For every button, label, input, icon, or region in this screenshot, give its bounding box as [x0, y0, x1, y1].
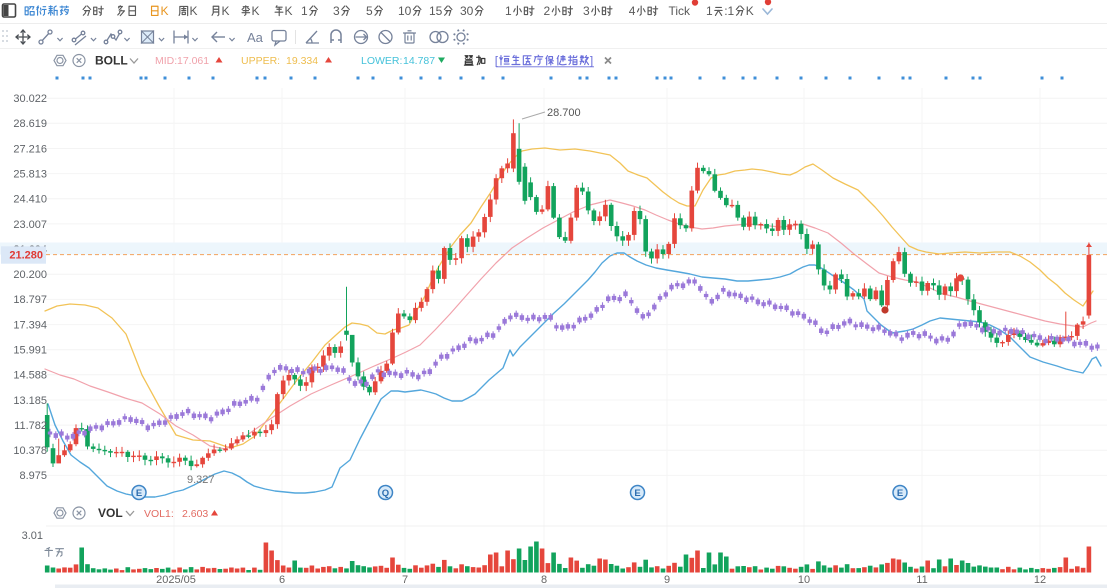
- svg-text:K: K: [252, 4, 260, 18]
- svg-text:6: 6: [279, 574, 285, 586]
- svg-text:2: 2: [544, 4, 551, 18]
- svg-text:3: 3: [333, 4, 340, 18]
- svg-text:K: K: [222, 4, 230, 18]
- svg-text:7: 7: [402, 574, 408, 586]
- svg-text:8.975: 8.975: [19, 470, 47, 482]
- svg-text:2.603: 2.603: [182, 508, 208, 520]
- svg-text:28.619: 28.619: [13, 118, 47, 130]
- svg-text:K: K: [746, 4, 754, 18]
- svg-text:15: 15: [429, 4, 443, 18]
- svg-text:10: 10: [398, 4, 412, 18]
- svg-text:17.394: 17.394: [13, 319, 47, 331]
- svg-text:1: 1: [301, 4, 308, 18]
- svg-text:[: [: [495, 54, 499, 68]
- svg-text:24.410: 24.410: [13, 194, 47, 206]
- svg-text:19.334: 19.334: [286, 55, 318, 67]
- svg-text:Q: Q: [382, 488, 389, 499]
- svg-text:28.700: 28.700: [547, 107, 581, 119]
- svg-text:Aa: Aa: [247, 30, 264, 45]
- svg-text:27.216: 27.216: [13, 143, 47, 155]
- svg-text:12: 12: [1034, 574, 1046, 586]
- svg-text:25.813: 25.813: [13, 168, 47, 180]
- svg-text:2025/05: 2025/05: [156, 574, 196, 586]
- svg-text:K: K: [190, 4, 198, 18]
- svg-text:VOL1:: VOL1:: [144, 508, 174, 520]
- svg-text:14.588: 14.588: [13, 370, 47, 382]
- svg-text:10: 10: [798, 574, 810, 586]
- svg-text:K: K: [285, 4, 293, 18]
- svg-text:E: E: [897, 488, 903, 499]
- svg-text:20.200: 20.200: [13, 269, 47, 281]
- svg-text::1: :1: [724, 4, 734, 18]
- svg-text:BOLL: BOLL: [95, 54, 128, 68]
- svg-text:5: 5: [366, 4, 373, 18]
- svg-text:8: 8: [541, 574, 547, 586]
- svg-text:E: E: [634, 488, 640, 499]
- svg-text:23.007: 23.007: [13, 219, 47, 231]
- svg-text:11.782: 11.782: [14, 420, 47, 432]
- svg-text:18.797: 18.797: [13, 294, 47, 306]
- svg-text:9.327: 9.327: [187, 474, 215, 486]
- svg-text:30: 30: [460, 4, 474, 18]
- svg-text:UPPER:: UPPER:: [241, 55, 280, 67]
- svg-text:30.022: 30.022: [13, 93, 47, 105]
- svg-text:K: K: [161, 4, 169, 18]
- svg-text:MID:: MID:: [155, 55, 177, 67]
- svg-text:3: 3: [583, 4, 590, 18]
- svg-text:E: E: [136, 488, 142, 499]
- svg-text:13.185: 13.185: [13, 395, 47, 407]
- svg-text:]: ]: [590, 54, 593, 68]
- svg-text:LOWER:: LOWER:: [361, 55, 402, 67]
- svg-text:11: 11: [916, 574, 927, 586]
- svg-text:Tick: Tick: [669, 4, 692, 18]
- svg-text:10.378: 10.378: [13, 445, 47, 457]
- svg-text:21.280: 21.280: [9, 250, 43, 262]
- svg-text:VOL: VOL: [98, 506, 123, 520]
- svg-text:3.01: 3.01: [22, 530, 43, 542]
- svg-text:14.787: 14.787: [403, 55, 435, 67]
- svg-text:9: 9: [664, 574, 670, 586]
- svg-text:17.061: 17.061: [177, 55, 209, 67]
- svg-text:1: 1: [706, 4, 713, 18]
- svg-text:15.991: 15.991: [13, 345, 47, 357]
- svg-text:4: 4: [629, 4, 636, 18]
- svg-text:1: 1: [505, 4, 512, 18]
